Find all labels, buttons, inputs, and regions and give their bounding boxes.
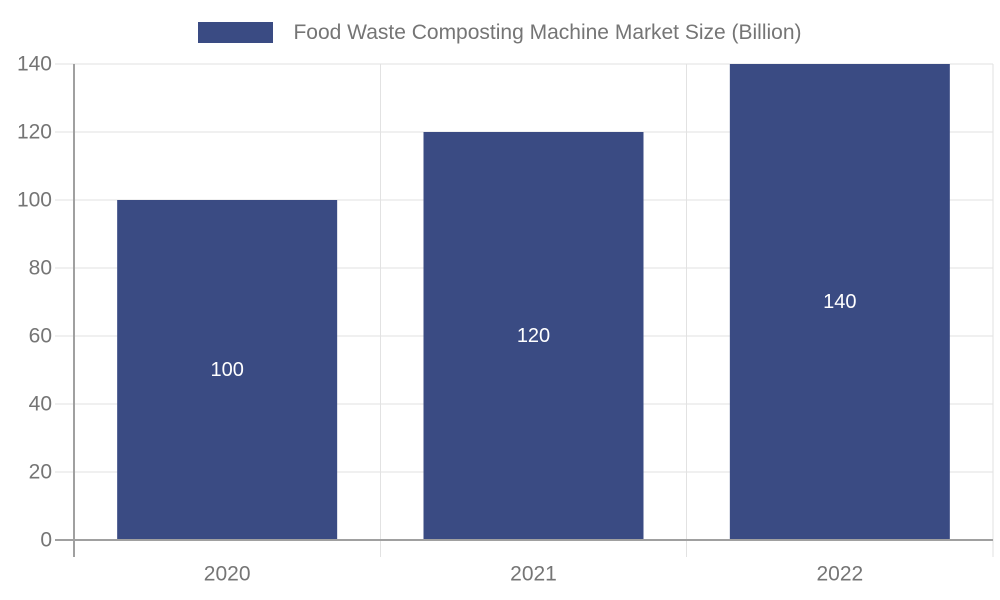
bar-2021[interactable]: [423, 132, 644, 540]
legend-swatch-icon: [198, 21, 274, 43]
x-tick-label: 2022: [816, 563, 863, 586]
y-tick-label: 20: [29, 461, 52, 484]
y-tick-label: 80: [29, 257, 52, 280]
y-tick-label: 40: [29, 393, 52, 416]
y-tick-label: 60: [29, 325, 52, 348]
bar-2022[interactable]: [729, 64, 950, 540]
y-tick-label: 0: [40, 529, 52, 552]
y-tick-label: 100: [17, 189, 52, 212]
legend-label: Food Waste Composting Machine Market Siz…: [293, 20, 802, 44]
bar-value-label: 140: [823, 291, 856, 313]
x-tick-label: 2020: [204, 563, 251, 586]
chart-legend[interactable]: Food Waste Composting Machine Market Siz…: [0, 12, 1000, 52]
x-tick-label: 2021: [510, 563, 557, 586]
bar-2020[interactable]: [117, 200, 338, 540]
bar-value-label: 120: [517, 325, 550, 347]
bar-value-label: 100: [210, 359, 243, 381]
y-tick-label: 140: [17, 53, 52, 76]
y-tick-label: 120: [17, 121, 52, 144]
